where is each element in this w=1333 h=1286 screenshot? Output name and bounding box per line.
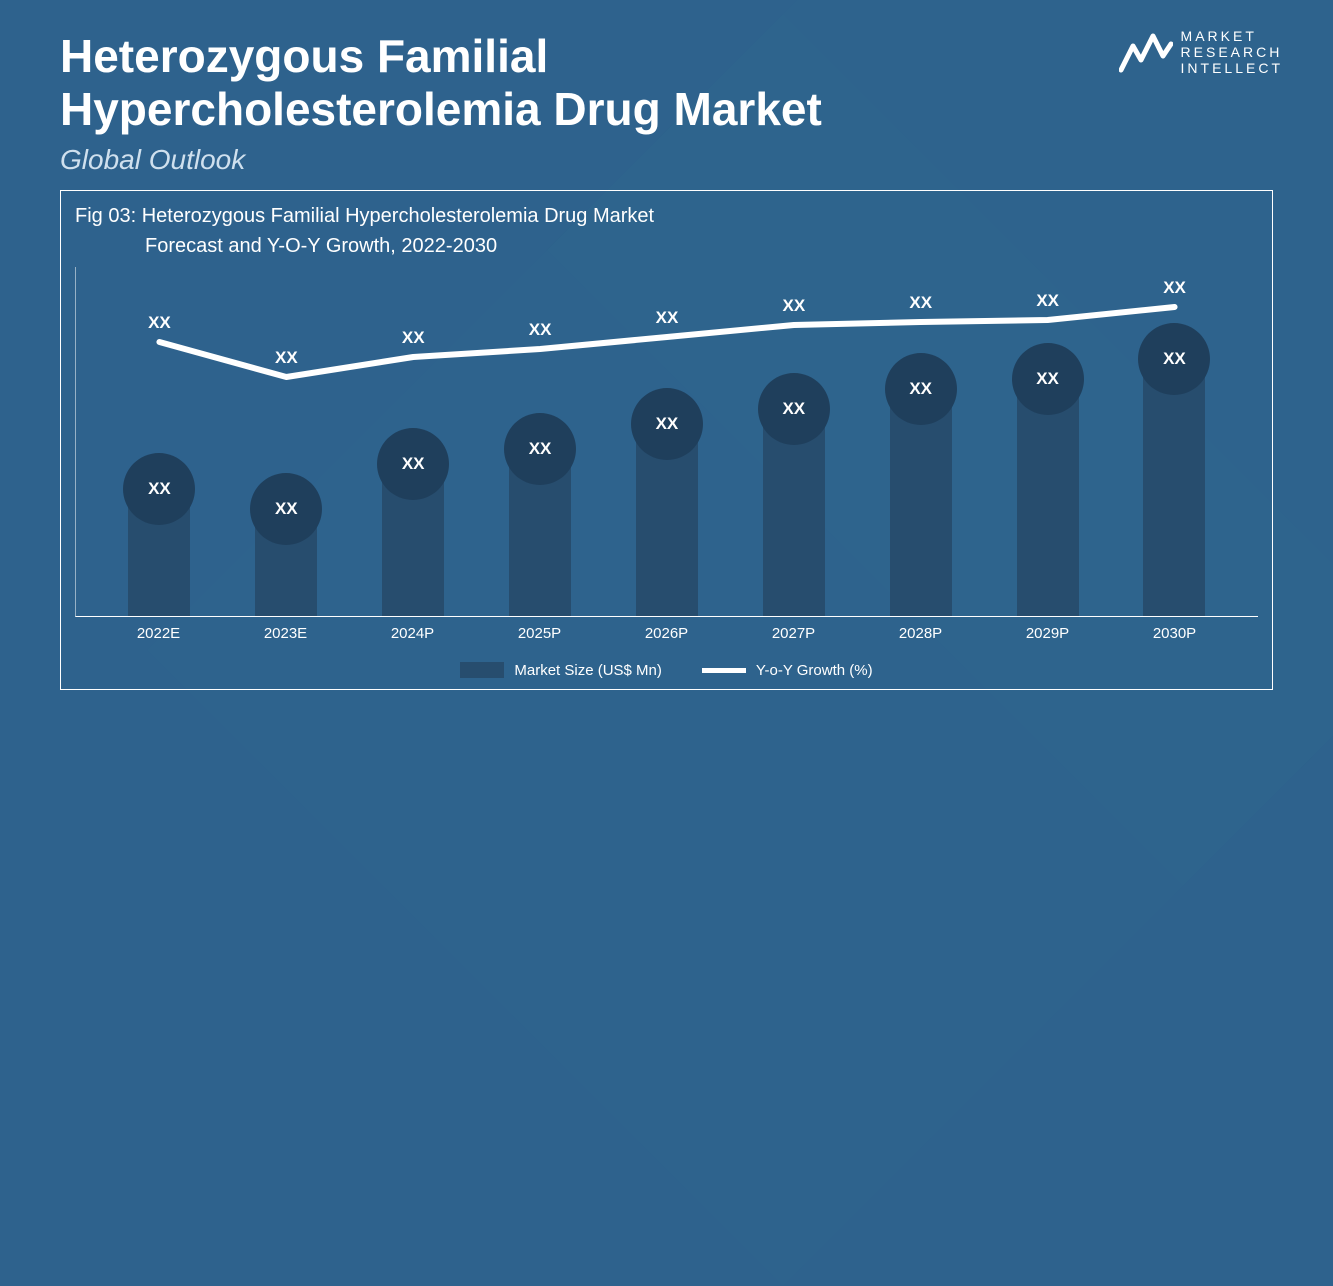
logo-text: MARKET RESEARCH INTELLECT <box>1181 28 1283 76</box>
bar-value-circle: XX <box>250 473 322 545</box>
bar-value-circle: XX <box>1012 343 1084 415</box>
x-tick-label: 2027P <box>749 625 839 642</box>
figure-title: Fig 03: Heterozygous Familial Hyperchole… <box>75 201 1258 261</box>
x-tick-label: 2030P <box>1130 625 1220 642</box>
page-title: Heterozygous Familial Hypercholesterolem… <box>60 30 1040 136</box>
logo-line1: MARKET <box>1181 28 1283 44</box>
bar-value-circle: XX <box>758 373 830 445</box>
bar: XX <box>128 481 190 616</box>
legend-bar: Market Size (US$ Mn) <box>460 662 662 679</box>
bar: XX <box>636 416 698 616</box>
bar-value-circle: XX <box>885 353 957 425</box>
plot-area: XXXXXXXXXXXXXXXXXX XXXXXXXXXXXXXXXXXX <box>75 267 1258 617</box>
bar: XX <box>255 501 317 616</box>
page-subtitle: Global Outlook <box>60 144 1273 176</box>
bar: XX <box>509 441 571 616</box>
bar-value-circle: XX <box>631 388 703 460</box>
bar: XX <box>890 381 952 616</box>
x-tick-label: 2029P <box>1003 625 1093 642</box>
bar-group: XX <box>114 481 204 616</box>
legend-line-swatch <box>702 668 746 673</box>
x-tick-label: 2024P <box>368 625 458 642</box>
bar-group: XX <box>368 456 458 616</box>
bar-group: XX <box>1003 371 1093 616</box>
figure-title-l1: Fig 03: Heterozygous Familial Hyperchole… <box>75 205 654 227</box>
legend-line-label: Y-o-Y Growth (%) <box>756 662 873 679</box>
bar-group: XX <box>749 401 839 616</box>
chart-container: Fig 03: Heterozygous Familial Hyperchole… <box>60 190 1273 690</box>
bar-value-circle: XX <box>123 453 195 525</box>
logo-icon <box>1119 30 1173 74</box>
bar: XX <box>1017 371 1079 616</box>
bars-layer: XXXXXXXXXXXXXXXXXX <box>76 267 1258 616</box>
bar-group: XX <box>876 381 966 616</box>
figure-title-l2: Forecast and Y-O-Y Growth, 2022-2030 <box>75 231 1258 261</box>
bar-group: XX <box>241 501 331 616</box>
bar-value-circle: XX <box>504 413 576 485</box>
bar-group: XX <box>495 441 585 616</box>
content: MARKET RESEARCH INTELLECT Heterozygous F… <box>0 0 1333 750</box>
x-tick-label: 2026P <box>622 625 712 642</box>
x-tick-label: 2025P <box>495 625 585 642</box>
bar: XX <box>1143 351 1205 616</box>
bar-group: XX <box>1129 351 1219 616</box>
x-tick-label: 2028P <box>876 625 966 642</box>
legend-bar-swatch <box>460 662 504 678</box>
legend-line: Y-o-Y Growth (%) <box>702 662 873 679</box>
bar: XX <box>382 456 444 616</box>
x-tick-label: 2022E <box>114 625 204 642</box>
logo: MARKET RESEARCH INTELLECT <box>1119 28 1283 76</box>
x-axis: 2022E 2023E 2024P 2025P 2026P 2027P 2028P 2029P… <box>75 617 1258 642</box>
x-tick-label: 2023E <box>241 625 331 642</box>
legend-bar-label: Market Size (US$ Mn) <box>514 662 662 679</box>
bar-group: XX <box>622 416 712 616</box>
legend: Market Size (US$ Mn) Y-o-Y Growth (%) <box>75 662 1258 679</box>
logo-line3: INTELLECT <box>1181 60 1283 76</box>
bar-value-circle: XX <box>377 428 449 500</box>
bar: XX <box>763 401 825 616</box>
logo-line2: RESEARCH <box>1181 44 1283 60</box>
bar-value-circle: XX <box>1138 323 1210 395</box>
